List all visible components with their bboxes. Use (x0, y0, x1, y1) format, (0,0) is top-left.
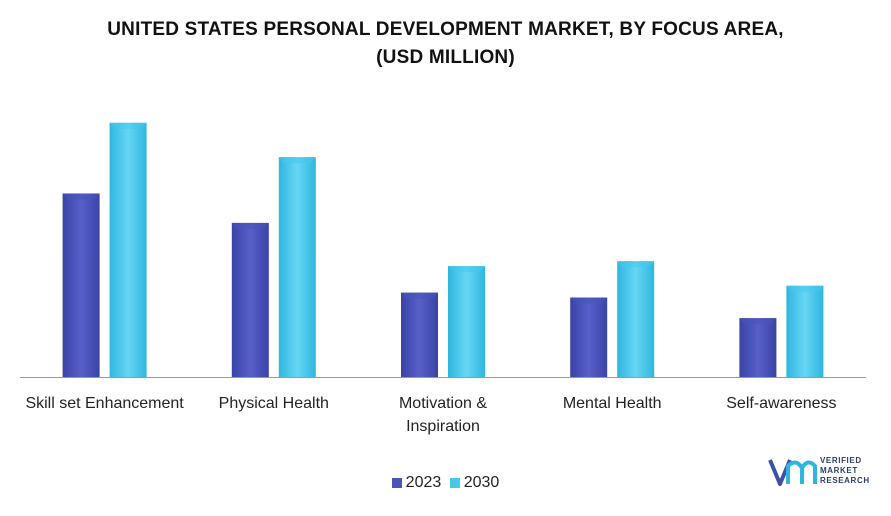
chart-title-line-2: (USD MILLION) (376, 47, 515, 68)
bar-bevel-2023-0 (62, 193, 100, 200)
legend-label-2030: 2030 (463, 474, 500, 491)
verified-market-research-logo: VERIFIED MARKET RESEARCH (768, 452, 878, 496)
chart-title: UNITED STATES PERSONAL DEVELOPMENT MARKE… (0, 16, 891, 72)
logo-text: VERIFIED MARKET RESEARCH (820, 456, 870, 486)
bar-bevel-2023-1 (231, 222, 269, 229)
bar-bevel-2030-2 (448, 266, 485, 273)
bar-bevel-2030-1 (278, 157, 316, 164)
bar-bevel-2030-3 (617, 261, 655, 268)
vmr-logo-icon (768, 459, 817, 486)
bar-bevel-2023-4 (739, 318, 777, 325)
x-tick-label-4: Self-awareness (726, 395, 836, 412)
bar-2030-3 (617, 261, 655, 377)
legend-item-2030: 2030 (449, 474, 500, 492)
bar-2030-1 (278, 157, 316, 377)
bar-2023-0 (62, 193, 100, 377)
x-tick-label-0: Skill set Enhancement (25, 395, 184, 412)
bar-2023-2 (401, 292, 438, 377)
bar-bevel-2030-4 (786, 285, 824, 292)
bar-2023-3 (570, 297, 608, 377)
logo-text-line-2: MARKET (820, 466, 858, 475)
legend-swatch-2023 (391, 478, 402, 488)
x-tick-label-3: Mental Health (563, 395, 662, 412)
logo-text-line-3: RESEARCH (820, 476, 870, 485)
legend: 2023 2030 (0, 474, 891, 493)
bar-2023-4 (739, 318, 777, 377)
legend-item-2023: 2023 (391, 474, 442, 492)
x-tick-label-1: Physical Health (219, 395, 329, 412)
bar-2030-0 (109, 122, 147, 377)
legend-swatch-2030 (449, 478, 460, 488)
bar-2023-1 (231, 222, 269, 377)
bar-bevel-2023-3 (570, 297, 608, 304)
bar-bevel-2023-2 (401, 292, 438, 299)
logo-text-line-1: VERIFIED (820, 456, 862, 465)
bar-2030-4 (786, 285, 824, 377)
bar-bevel-2030-0 (109, 122, 147, 129)
chart-title-line-1: UNITED STATES PERSONAL DEVELOPMENT MARKE… (107, 19, 784, 40)
x-tick-label-2: Motivation & Inspiration (399, 395, 487, 435)
bar-2030-2 (448, 266, 485, 377)
legend-label-2023: 2023 (405, 474, 442, 491)
